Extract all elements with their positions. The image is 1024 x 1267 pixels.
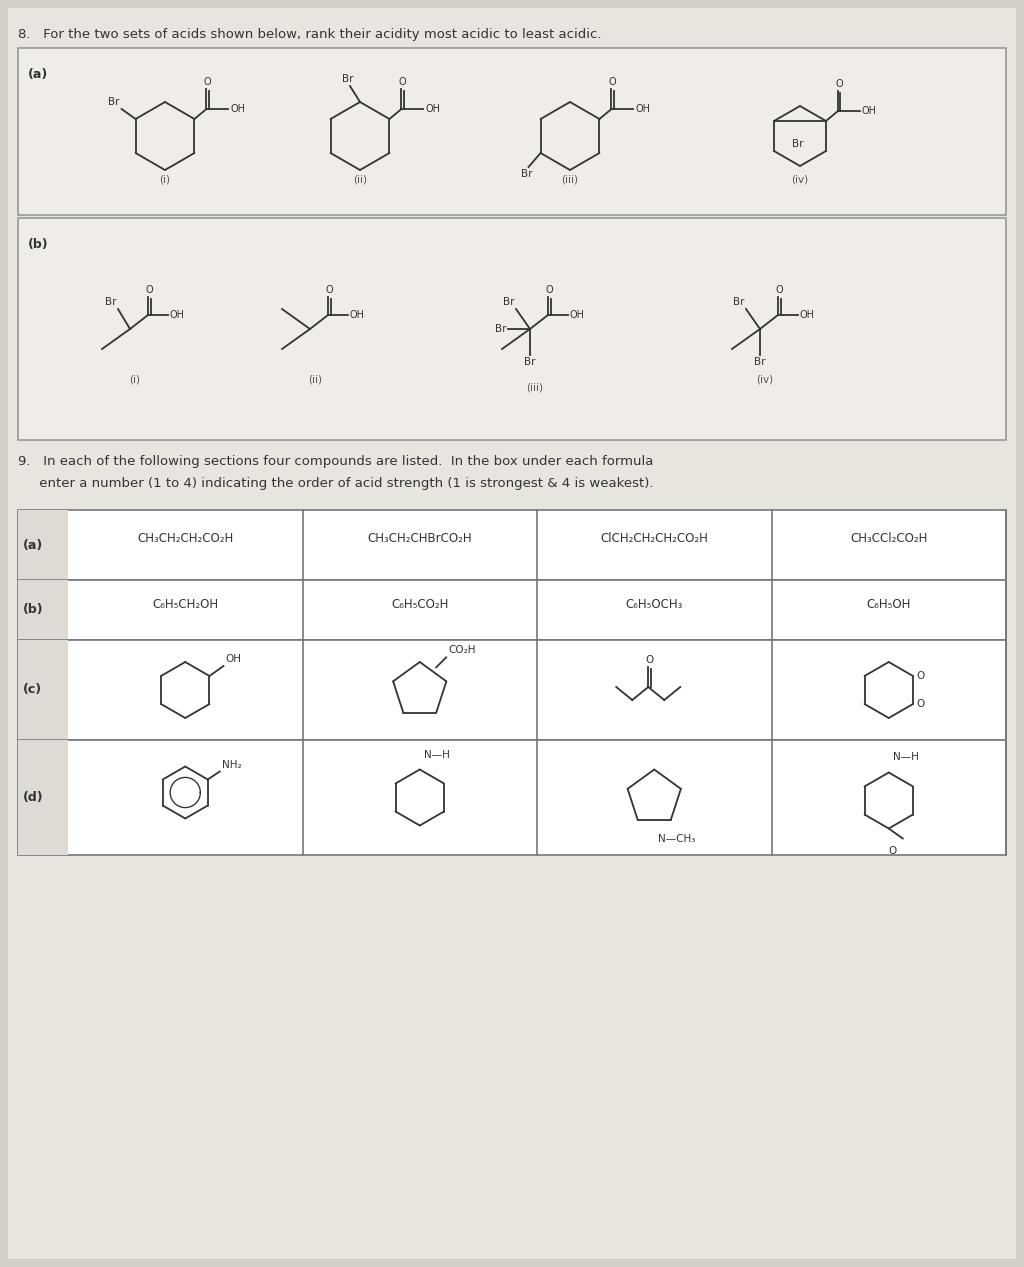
Text: O: O [545,285,553,295]
Text: (iv): (iv) [792,175,809,185]
Text: CH₃CCl₂CO₂H: CH₃CCl₂CO₂H [850,532,928,545]
Text: O: O [889,846,897,856]
Text: CH₃CH₂CHBrCO₂H: CH₃CH₂CHBrCO₂H [368,532,472,545]
Bar [18,740,68,855]
Text: OH: OH [170,310,185,321]
Bar [18,218,1006,440]
Text: OH: OH [225,654,242,664]
Text: Br: Br [342,73,353,84]
Bar [18,511,1006,580]
Bar [18,511,68,580]
Text: OH: OH [350,310,365,321]
Text: ClCH₂CH₂CH₂CO₂H: ClCH₂CH₂CH₂CO₂H [600,532,709,545]
Text: Br: Br [104,296,116,307]
Text: Br: Br [521,169,532,179]
Text: Br: Br [755,357,766,367]
Text: (i): (i) [160,175,171,185]
Text: OH: OH [862,106,877,117]
Text: CH₃CH₂CH₂CO₂H: CH₃CH₂CH₂CO₂H [137,532,233,545]
Text: OH: OH [425,104,440,114]
Text: (c): (c) [23,683,42,697]
Bar [18,580,1006,640]
Text: C₆H₅CO₂H: C₆H₅CO₂H [391,598,449,611]
Bar [18,640,68,740]
Text: (b): (b) [23,603,44,617]
Text: O: O [609,77,616,87]
Text: OH: OH [636,104,650,114]
Text: O: O [916,699,925,710]
Text: N—H: N—H [424,750,450,759]
Bar [18,208,1006,215]
Text: Br: Br [503,296,514,307]
Text: C₆H₅OH: C₆H₅OH [866,598,911,611]
Text: (ii): (ii) [308,374,322,384]
Text: (iii): (iii) [561,175,579,185]
Text: (iii): (iii) [526,381,544,392]
Text: C₆H₅OCH₃: C₆H₅OCH₃ [626,598,683,611]
Bar [18,740,1006,855]
Text: O: O [326,285,333,295]
Text: Br: Br [793,139,804,150]
Text: Br: Br [732,296,744,307]
Text: NH₂: NH₂ [222,759,242,769]
Text: Br: Br [109,98,120,106]
Text: enter a number (1 to 4) indicating the order of acid strength (1 is strongest & : enter a number (1 to 4) indicating the o… [18,476,653,490]
Bar [18,640,1006,740]
Text: (d): (d) [23,791,44,805]
Text: O: O [145,285,153,295]
Text: C₆H₅CH₂OH: C₆H₅CH₂OH [153,598,218,611]
Text: CO₂H: CO₂H [449,645,476,655]
Text: Br: Br [524,357,536,367]
Bar [18,48,1006,54]
Text: (a): (a) [28,68,48,81]
Text: OH: OH [570,310,585,321]
Text: Br: Br [495,324,506,334]
Text: (b): (b) [28,238,48,251]
Text: 9.   In each of the following sections four compounds are listed.  In the box un: 9. In each of the following sections fou… [18,455,653,468]
Text: (ii): (ii) [353,175,367,185]
Text: O: O [645,655,653,665]
Text: OH: OH [800,310,815,321]
Text: (iv): (iv) [757,374,773,384]
Text: 8.   For the two sets of acids shown below, rank their acidity most acidic to le: 8. For the two sets of acids shown below… [18,28,601,41]
Bar [18,433,1006,440]
Text: OH: OH [230,104,246,114]
Bar [18,48,1006,215]
Text: N—H: N—H [893,753,919,763]
Bar [18,218,1006,226]
Text: (i): (i) [129,374,140,384]
Text: O: O [916,672,925,680]
Text: N—CH₃: N—CH₃ [658,834,695,844]
Text: O: O [204,77,212,87]
Text: O: O [775,285,782,295]
Bar [18,580,68,640]
Text: (a): (a) [23,538,43,551]
Text: O: O [398,77,407,87]
Text: O: O [836,79,843,89]
